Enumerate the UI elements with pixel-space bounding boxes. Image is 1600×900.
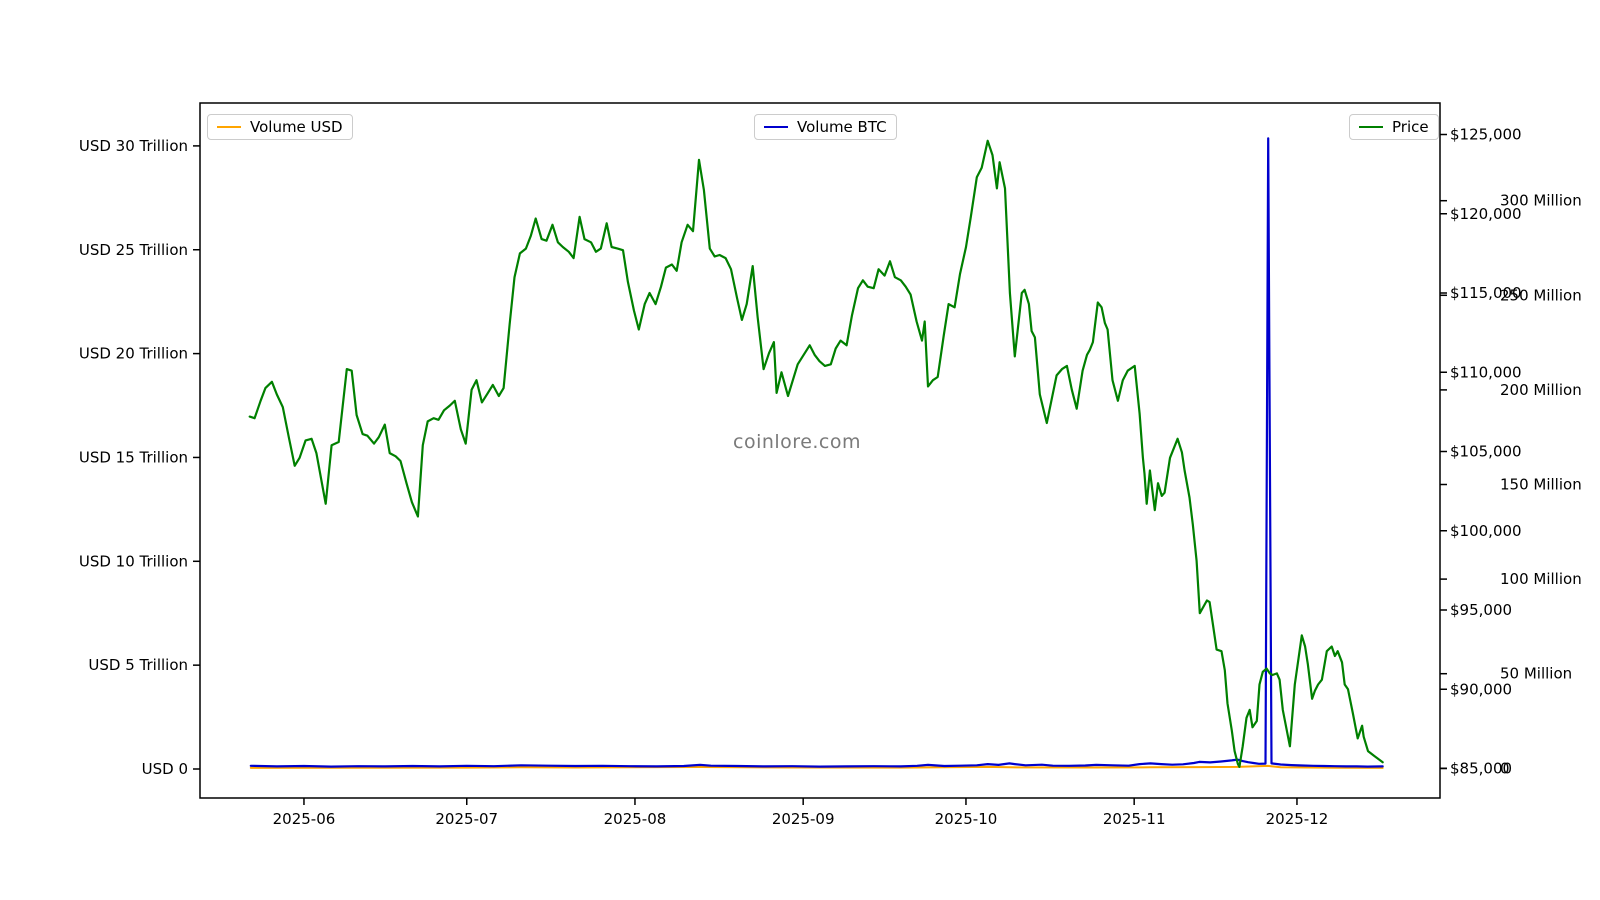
price-axis-tick-label: $125,000: [1450, 126, 1522, 144]
btc-axis-tick-label: 50 Million: [1500, 665, 1572, 683]
left-axis-tick-label: USD 25 Trillion: [79, 241, 188, 259]
x-axis-tick-label: 2025-07: [435, 810, 498, 828]
btc-axis-tick-label: 150 Million: [1500, 476, 1582, 494]
volume-btc-line-swatch: [764, 126, 788, 128]
legend-price: Price: [1349, 114, 1439, 140]
price-axis-tick-label: $90,000: [1450, 680, 1512, 698]
legend-volume-usd: Volume USD: [207, 114, 353, 140]
watermark: coinlore.com: [733, 431, 861, 453]
x-axis-tick-label: 2025-06: [273, 810, 336, 828]
x-axis-tick-label: 2025-09: [772, 810, 835, 828]
left-axis-tick-label: USD 10 Trillion: [79, 552, 188, 570]
price-line: [248, 139, 1384, 769]
btc-axis-tick-label: 300 Million: [1500, 192, 1582, 210]
btc-axis-tick-label: 0: [1500, 759, 1510, 777]
price-axis-tick-label: $110,000: [1450, 363, 1522, 381]
x-axis-tick-label: 2025-08: [604, 810, 667, 828]
volume-btc-line: [249, 137, 1384, 768]
x-axis-tick-label: 2025-11: [1103, 810, 1166, 828]
btc-axis-tick-label: 100 Million: [1500, 570, 1582, 588]
price-axis-tick-label: $85,000: [1450, 760, 1512, 778]
left-axis-tick-label: USD 30 Trillion: [79, 137, 188, 155]
x-axis-tick-label: 2025-10: [935, 810, 998, 828]
left-axis-tick-label: USD 15 Trillion: [79, 448, 188, 466]
price-axis-tick-label: $100,000: [1450, 522, 1522, 540]
volume-usd-line-swatch: [217, 126, 241, 128]
legend-label-price: Price: [1392, 118, 1429, 136]
legend-label-volume-btc: Volume BTC: [797, 118, 887, 136]
btc-axis-tick-label: 250 Million: [1500, 286, 1582, 304]
left-axis-tick-label: USD 5 Trillion: [88, 656, 188, 674]
btc-axis-tick-label: 200 Million: [1500, 381, 1582, 399]
volume-usd-line: [249, 764, 1384, 769]
legend-label-volume-usd: Volume USD: [250, 118, 343, 136]
price-line-swatch: [1359, 126, 1383, 128]
price-axis-tick-label: $95,000: [1450, 601, 1512, 619]
left-axis-tick-label: USD 20 Trillion: [79, 345, 188, 363]
price-axis-tick-label: $105,000: [1450, 443, 1522, 461]
left-axis-tick-label: USD 0: [142, 760, 188, 778]
price-axis-tick-label: $120,000: [1450, 205, 1522, 223]
price-axis-tick-label: $115,000: [1450, 284, 1522, 302]
legend-volume-btc: Volume BTC: [754, 114, 897, 140]
x-axis-tick-label: 2025-12: [1266, 810, 1329, 828]
plot-border: [199, 102, 1441, 799]
